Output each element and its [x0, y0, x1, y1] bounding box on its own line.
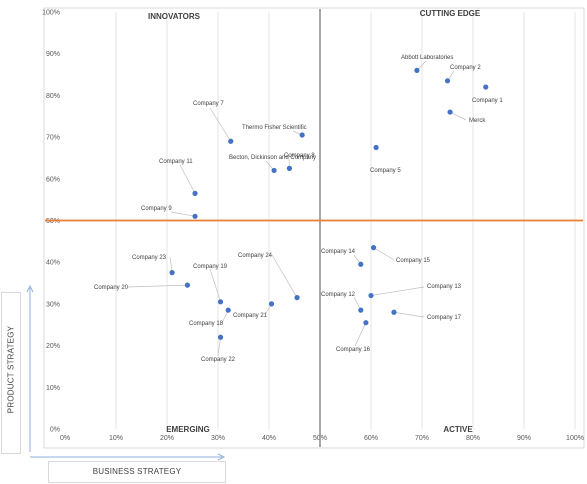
leader-line: [449, 111, 467, 121]
data-point: [271, 167, 277, 174]
y-tick-label: 50%: [46, 218, 60, 225]
point-label: Company 18: [189, 321, 224, 327]
data-point: [483, 84, 489, 90]
axis-arrows: [26, 284, 226, 461]
point-label: Company 21: [233, 313, 268, 319]
x-tick-label: 40%: [262, 435, 276, 442]
point-label: Company 17: [427, 315, 462, 321]
data-point: [228, 138, 234, 144]
y-tick-label: 60%: [46, 176, 60, 183]
x-tick-label: 70%: [415, 435, 429, 442]
y-tick-label: 20%: [46, 343, 60, 350]
leader-line: [127, 284, 188, 288]
leader-line: [169, 256, 173, 273]
data-point: [444, 78, 451, 84]
data-point: [368, 292, 374, 299]
leader-line: [209, 107, 232, 142]
data-point: [217, 299, 224, 305]
data-point: [370, 245, 377, 251]
x-tick-label: 0%: [60, 435, 70, 442]
x-tick-label: 60%: [364, 435, 378, 442]
leader-line: [370, 286, 425, 296]
x-axis-title: BUSINESS STRATEGY: [92, 467, 182, 476]
point-label: Company 22: [201, 357, 236, 363]
point-label: Company 11: [159, 159, 193, 165]
point-label: Company 7: [193, 101, 224, 107]
point-label: Company 2: [450, 65, 481, 71]
quadrant-innovators: INNOVATORS: [148, 12, 201, 21]
data-point: [447, 109, 453, 115]
point-label: Company 8: [284, 153, 315, 159]
leader-line: [271, 254, 298, 298]
point-label: Company 1: [472, 98, 503, 104]
quadrant-dividers: [45, 9, 583, 447]
plot-frame: [43, 7, 585, 449]
data-point: [299, 132, 305, 138]
quadrant-active: ACTIVE: [443, 425, 473, 434]
x-tick-label: 30%: [211, 435, 225, 442]
quadrant-cutting-edge: CUTTING EDGE: [420, 9, 481, 18]
y-tick-label: 80%: [46, 93, 60, 100]
data-point: [414, 67, 420, 73]
x-tick-label: 20%: [160, 435, 174, 442]
data-point: [169, 270, 175, 276]
data-point: [192, 190, 198, 196]
data-point: [294, 295, 300, 301]
leader-line: [179, 164, 196, 194]
data-points: [169, 67, 489, 340]
y-tick-labels: 0% 10% 20% 30% 40% 50% 60% 70% 80% 90% 100%: [42, 10, 60, 434]
point-label: Company 15: [396, 258, 431, 264]
point-label: Company 20: [94, 285, 129, 291]
x-tick-label: 80%: [466, 435, 480, 442]
point-label: Company 16: [336, 347, 371, 353]
y-tick-label: 10%: [46, 385, 60, 392]
leader-line: [373, 247, 395, 261]
data-point: [217, 334, 224, 340]
point-label: Company 12: [321, 292, 356, 298]
point-label: Company 23: [132, 255, 167, 261]
leader-line: [354, 322, 367, 347]
point-label: Company 14: [321, 249, 356, 255]
point-label: Merck: [469, 118, 486, 124]
data-point: [184, 282, 190, 288]
point-label: Becton, Dickinson and Company: [229, 155, 316, 161]
y-tick-label: 40%: [46, 260, 60, 267]
data-point: [268, 301, 275, 307]
y-tick-label: 100%: [42, 10, 60, 17]
y-tick-label: 70%: [46, 135, 60, 142]
data-point: [363, 320, 369, 326]
leader-line: [170, 211, 196, 217]
x-tick-label: 10%: [109, 435, 123, 442]
y-tick-label: 0%: [50, 427, 60, 434]
data-point: [358, 307, 364, 313]
x-tick-label: 100%: [566, 435, 584, 442]
x-axis-title-box: BUSINESS STRATEGY: [48, 461, 226, 483]
data-point: [225, 307, 231, 313]
leader-line: [393, 311, 425, 318]
quadrant-emerging: EMERGING: [166, 425, 210, 434]
data-point: [391, 309, 397, 315]
y-axis-title: PRODUCT STRATEGY: [6, 325, 16, 414]
y-tick-label: 30%: [46, 301, 60, 308]
point-label: Company 19: [193, 264, 228, 270]
point-label: Thermo Fisher Scientific: [242, 125, 307, 131]
x-tick-label: 90%: [517, 435, 531, 442]
leader-line: [209, 268, 221, 302]
leader-line: [217, 337, 221, 357]
data-point: [286, 165, 292, 171]
y-axis-title-box: PRODUCT STRATEGY: [1, 292, 21, 454]
point-label: Company 13: [427, 284, 462, 290]
data-point: [373, 144, 379, 151]
point-label: Company 24: [238, 253, 273, 259]
point-label: Abbott Laboratories: [401, 55, 453, 61]
point-labels: Company 1 Company 2 Abbott Laboratories Mer…: [94, 55, 503, 363]
data-point: [358, 261, 364, 267]
y-tick-label: 90%: [46, 51, 60, 58]
data-point: [192, 213, 198, 219]
point-label: Company 9: [141, 206, 172, 212]
quadrant-labels: INNOVATORS CUTTING EDGE EMERGING ACTIVE: [148, 9, 481, 434]
point-label: Company 5: [370, 168, 401, 174]
